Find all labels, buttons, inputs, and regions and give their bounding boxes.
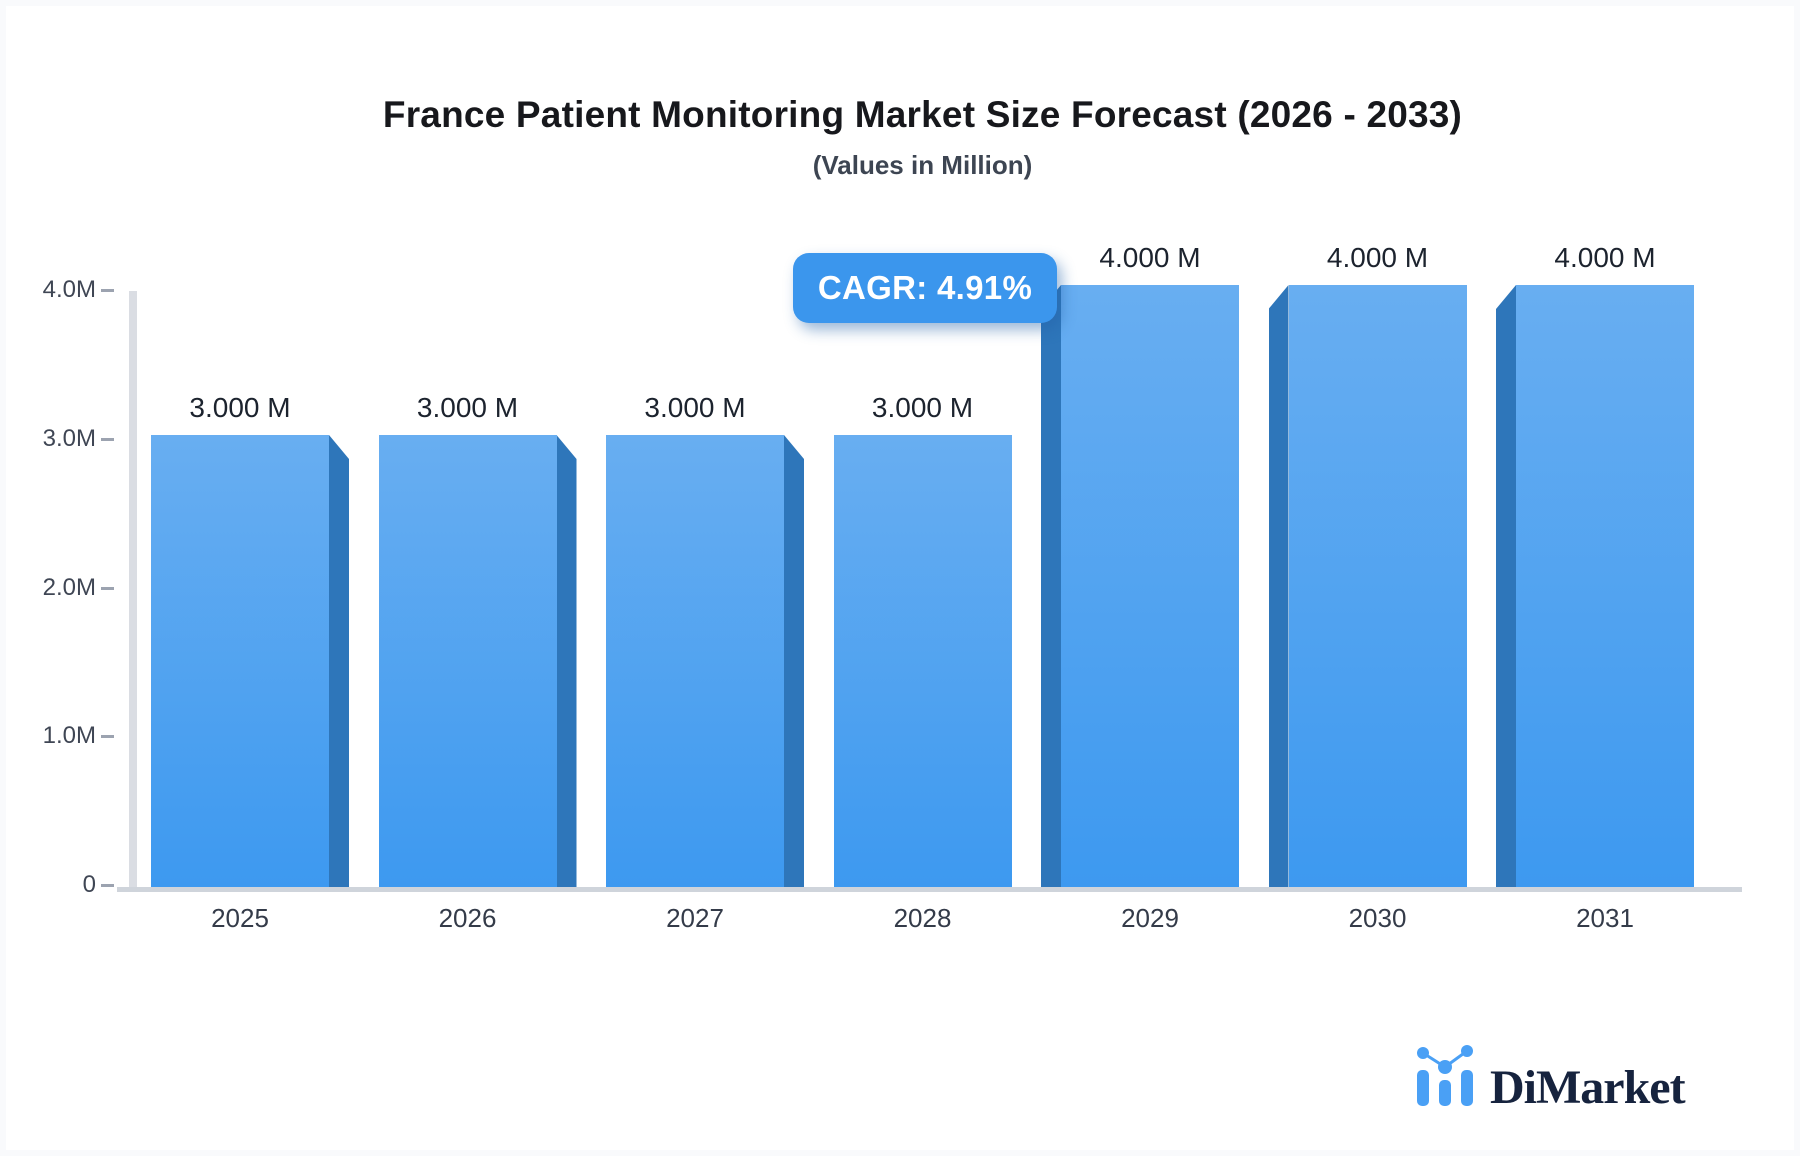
bar-face [1061,285,1239,887]
bar-side-bevel [1041,285,1061,887]
bar-side-bevel [1268,285,1289,887]
y-tick-mark [101,884,114,887]
bar-2029 [1041,285,1239,887]
y-tick-label: 4.0M [42,276,96,303]
bar-2030 [1268,285,1467,887]
bar-value-label: 3.000 M [189,392,291,423]
bar-side-bevel [784,435,804,887]
cagr-badge: CAGR: 4.91% [793,253,1057,323]
y-tick-mark [101,437,114,441]
bar-value-label: 3.000 M [871,392,974,423]
bar-2025 [151,435,349,887]
y-tick-mark [101,289,114,292]
chart-header: France Patient Monitoring Market Size Fo… [45,0,1800,181]
bar-side-bevel [556,435,577,887]
bar-face [833,435,1012,887]
x-axis-category: 2030 [1348,903,1407,933]
bar-face [1516,285,1694,887]
bar-face [606,435,784,887]
x-axis-category: 2029 [1121,903,1179,933]
y-axis-line [129,291,137,892]
y-tick-mark [101,735,114,739]
bar-2026 [378,435,577,887]
x-axis-line [117,887,1742,892]
y-tick-label: 0 [82,871,96,898]
bar-2031 [1496,285,1694,887]
y-tick-label: 3.0M [42,424,96,452]
x-axis-category: 2026 [438,903,497,933]
bar-side-bevel [1496,285,1516,887]
bar-2028 [833,435,1012,887]
bar-face [1288,285,1467,887]
bar-value-label: 4.000 M [1099,242,1201,273]
y-tick-label: 1.0M [42,722,96,750]
bar-side-bevel [329,435,349,887]
y-tick-mark [101,586,114,590]
chart-title: France Patient Monitoring Market Size Fo… [382,94,1463,135]
x-axis-category: 2031 [1576,903,1634,933]
bar-face [151,435,329,887]
bar-line-chart-icon [1414,1040,1476,1111]
x-axis-category: 2028 [893,903,952,933]
bar-value-label: 3.000 M [644,392,746,423]
bar-value-label: 4.000 M [1554,242,1656,273]
bar-value-label: 4.000 M [1326,242,1429,273]
chart-subtitle: (Values in Million) [812,150,1033,180]
bar-2027 [606,435,804,887]
bar-value-label: 3.000 M [416,392,519,423]
y-tick-label: 2.0M [42,573,96,601]
x-axis-category: 2025 [211,903,269,933]
x-axis-category: 2027 [666,903,724,933]
dimarket-logo: DiMarket [1414,1040,1686,1114]
bar-face [378,435,557,887]
logo-text: DiMarket [1490,1060,1686,1114]
